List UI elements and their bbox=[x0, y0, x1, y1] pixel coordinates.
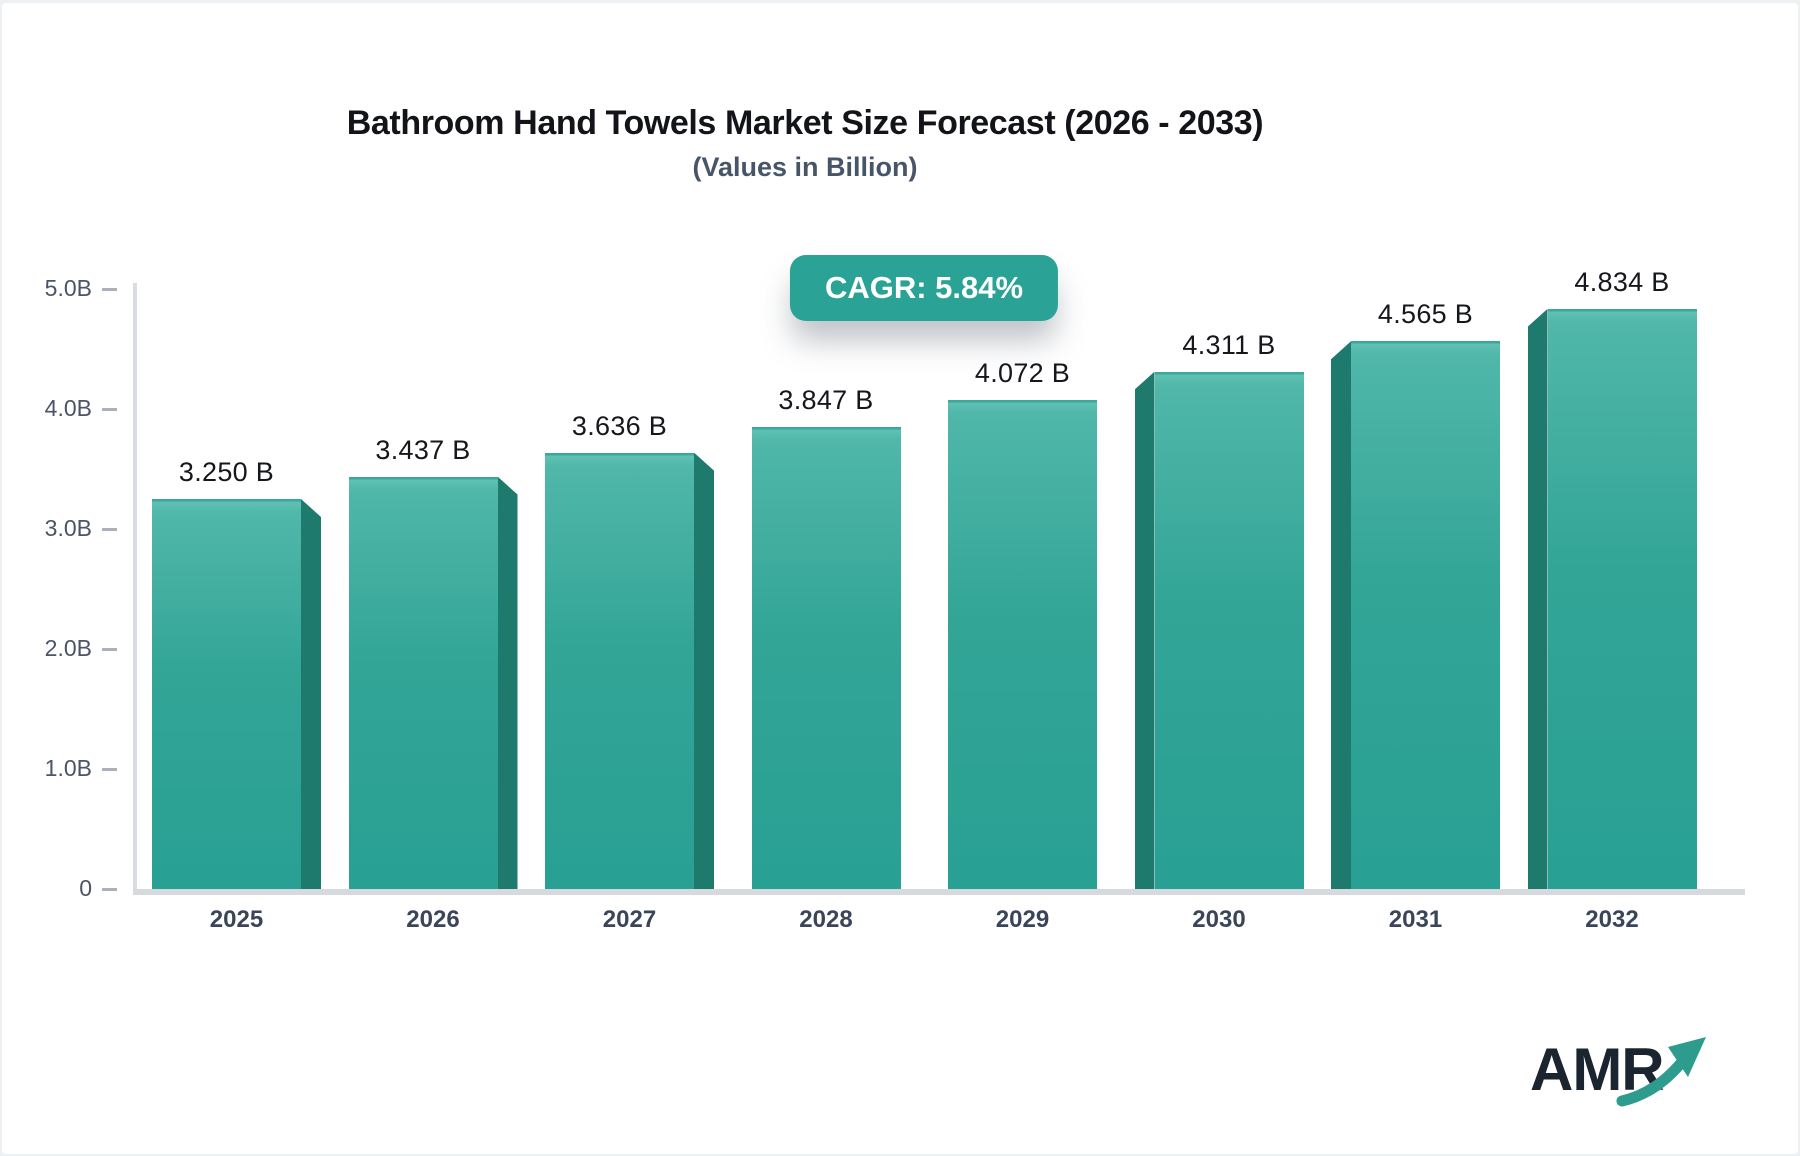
bar-value-label: 3.636 B bbox=[571, 410, 668, 441]
bar-side-face bbox=[301, 499, 321, 889]
x-axis-label: 2027 bbox=[602, 906, 657, 933]
bar-value-label: 3.847 B bbox=[778, 385, 874, 416]
y-tick-label: 1.0B bbox=[44, 755, 92, 781]
bar-2032 bbox=[1547, 308, 1697, 889]
x-axis-line bbox=[133, 889, 1745, 895]
y-tick-label: 0 bbox=[79, 875, 92, 901]
bar-value-label: 3.250 B bbox=[178, 457, 275, 487]
bar-value-label: 4.072 B bbox=[974, 358, 1071, 389]
x-axis-label: 2029 bbox=[995, 906, 1050, 933]
bar-value-label: 4.311 B bbox=[1182, 329, 1276, 360]
x-axis-label: 2032 bbox=[1585, 906, 1639, 933]
y-tick-mark bbox=[102, 407, 117, 411]
bar-side-face bbox=[497, 476, 518, 889]
x-axis-label: 2025 bbox=[209, 906, 264, 933]
bar-side-face bbox=[1527, 308, 1548, 889]
chart-subtitle: (Values in Billion) bbox=[692, 152, 918, 182]
bar-2029 bbox=[948, 400, 1097, 889]
bar-value-label: 3.437 B bbox=[375, 434, 471, 465]
bar-2030 bbox=[1154, 371, 1304, 889]
x-axis-label: 2028 bbox=[799, 906, 853, 933]
bar-chart-plot: 0 1.0B 2.0B 3.0B 4.0B 5.0B 3.250 B 2025 3.437 B 2… bbox=[2, 3, 1798, 1154]
y-tick-mark bbox=[102, 287, 117, 291]
bar-side-face bbox=[1331, 341, 1351, 889]
bar-value-label: 4.565 B bbox=[1377, 299, 1474, 330]
cagr-badge: CAGR: 5.84% bbox=[789, 255, 1059, 321]
y-tick-mark bbox=[102, 647, 117, 651]
x-axis-label: 2026 bbox=[406, 906, 460, 933]
bar-2027 bbox=[545, 452, 694, 889]
bar-2028 bbox=[751, 427, 901, 889]
amr-logo: AMR bbox=[1522, 1029, 1762, 1134]
x-axis-label: 2031 bbox=[1388, 906, 1443, 933]
y-tick-label: 4.0B bbox=[44, 395, 92, 421]
chart-title: Bathroom Hand Towels Market Size Forecas… bbox=[346, 104, 1264, 142]
bar-value-label: 4.834 B bbox=[1574, 266, 1670, 297]
bar-side-face bbox=[1134, 371, 1155, 889]
y-tick-label: 5.0B bbox=[44, 275, 92, 301]
y-tick-mark bbox=[102, 527, 117, 531]
chart-card: Bathroom Hand Towels Market Size Forecas… bbox=[2, 3, 1798, 1154]
y-tick-mark bbox=[102, 887, 117, 891]
bar-2031 bbox=[1351, 341, 1500, 889]
y-axis-line bbox=[133, 283, 137, 894]
bar-2026 bbox=[348, 476, 498, 889]
y-tick-label: 2.0B bbox=[44, 635, 92, 661]
x-axis-label: 2030 bbox=[1192, 906, 1246, 933]
bar-2025 bbox=[152, 499, 301, 889]
bar-side-face bbox=[694, 452, 714, 889]
y-tick-mark bbox=[102, 767, 117, 771]
y-tick-label: 3.0B bbox=[44, 515, 92, 541]
growth-arrow-icon bbox=[1616, 1037, 1706, 1107]
